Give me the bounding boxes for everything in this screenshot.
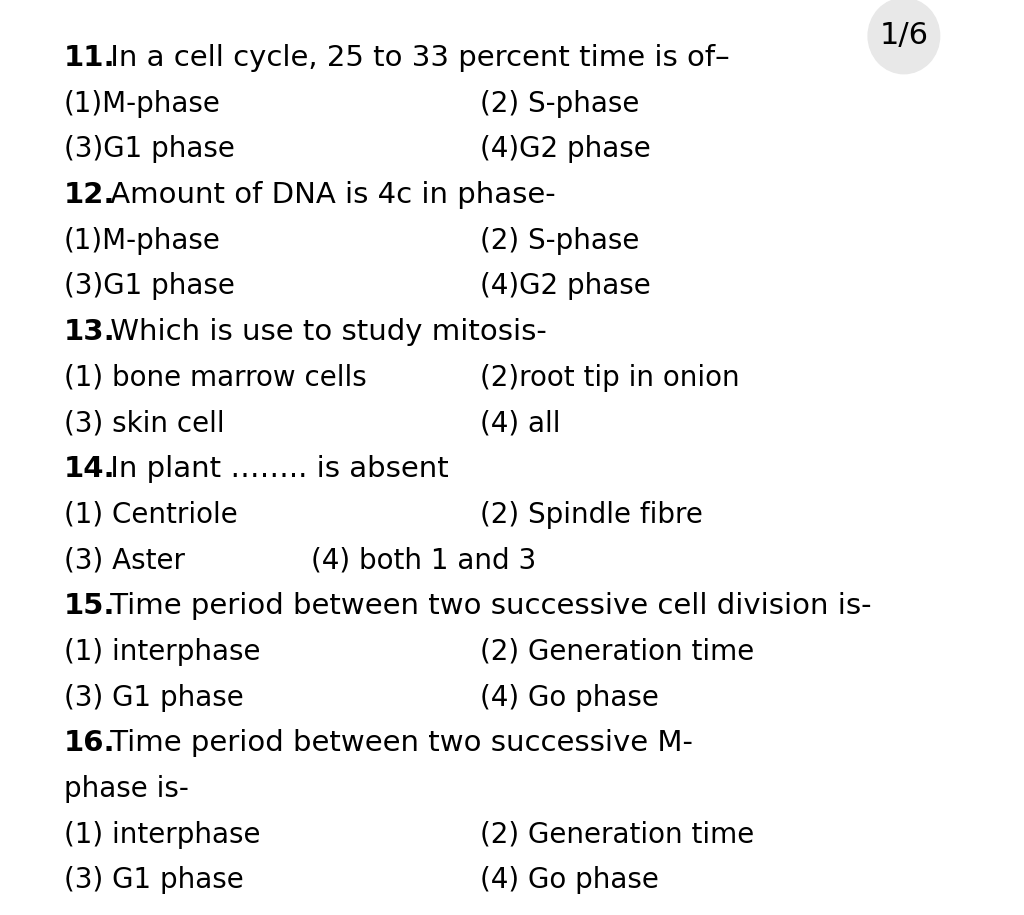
Text: 11.: 11. [65, 44, 116, 72]
Text: (3) skin cell: (3) skin cell [65, 409, 224, 437]
Text: (2) Generation time: (2) Generation time [480, 638, 755, 666]
Text: (1) interphase: (1) interphase [65, 821, 260, 848]
Text: (1) bone marrow cells: (1) bone marrow cells [65, 364, 367, 392]
Text: Amount of DNA is 4c in phase-: Amount of DNA is 4c in phase- [100, 181, 555, 209]
Text: (3) G1 phase: (3) G1 phase [65, 684, 244, 712]
Text: (4)G2 phase: (4)G2 phase [480, 135, 651, 163]
Text: In plant …….. is absent: In plant …….. is absent [100, 455, 449, 483]
Text: 14.: 14. [65, 455, 116, 483]
Text: 12.: 12. [65, 181, 116, 209]
Text: (2) S-phase: (2) S-phase [480, 227, 640, 254]
Text: 15.: 15. [65, 592, 116, 620]
Text: (4) Go phase: (4) Go phase [480, 867, 659, 894]
Text: (4) Go phase: (4) Go phase [480, 684, 659, 712]
Text: (4) both 1 and 3: (4) both 1 and 3 [310, 546, 536, 575]
Text: (3) Aster: (3) Aster [65, 546, 185, 575]
Text: (2) Generation time: (2) Generation time [480, 821, 755, 848]
Text: In a cell cycle, 25 to 33 percent time is of–: In a cell cycle, 25 to 33 percent time i… [100, 44, 729, 72]
Text: (1)M-phase: (1)M-phase [65, 90, 221, 118]
Text: (4) all: (4) all [480, 409, 561, 437]
Text: (1) Centriole: (1) Centriole [65, 501, 238, 529]
Text: (3) G1 phase: (3) G1 phase [65, 867, 244, 894]
Circle shape [868, 0, 940, 74]
Text: (2) S-phase: (2) S-phase [480, 90, 640, 118]
Text: (4)G2 phase: (4)G2 phase [480, 273, 651, 300]
Text: (1)M-phase: (1)M-phase [65, 227, 221, 254]
Text: 13.: 13. [65, 318, 116, 346]
Text: (2) Spindle fibre: (2) Spindle fibre [480, 501, 703, 529]
Text: phase is-: phase is- [65, 775, 188, 803]
Text: Which is use to study mitosis-: Which is use to study mitosis- [100, 318, 547, 346]
Text: Time period between two successive cell division is-: Time period between two successive cell … [100, 592, 871, 620]
Text: 1/6: 1/6 [880, 21, 929, 50]
Text: (1) interphase: (1) interphase [65, 638, 260, 666]
Text: 16.: 16. [65, 729, 116, 758]
Text: (3)G1 phase: (3)G1 phase [65, 135, 234, 163]
Text: (2)root tip in onion: (2)root tip in onion [480, 364, 739, 392]
Text: (3)G1 phase: (3)G1 phase [65, 273, 234, 300]
Text: Time period between two successive M-: Time period between two successive M- [100, 729, 692, 758]
